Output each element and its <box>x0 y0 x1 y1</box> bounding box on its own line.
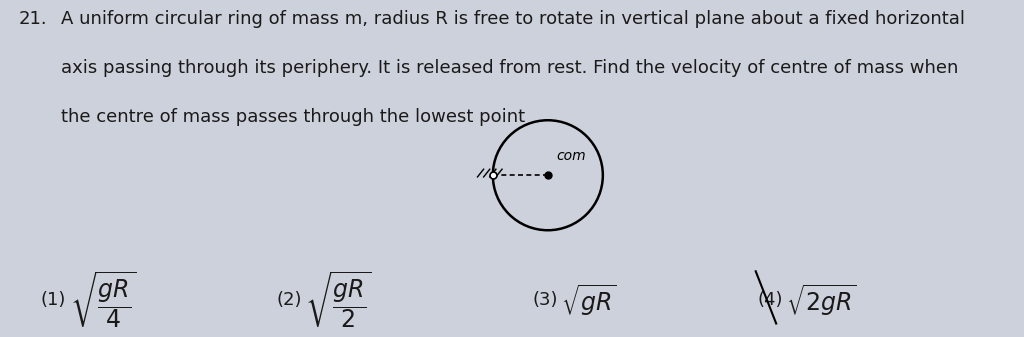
Text: axis passing through its periphery. It is released from rest. Find the velocity : axis passing through its periphery. It i… <box>61 59 958 77</box>
Text: the centre of mass passes through the lowest point: the centre of mass passes through the lo… <box>61 108 525 126</box>
Text: (3): (3) <box>532 291 558 309</box>
Text: $\sqrt{\dfrac{gR}{2}}$: $\sqrt{\dfrac{gR}{2}}$ <box>305 269 372 331</box>
Text: $\sqrt{\dfrac{gR}{4}}$: $\sqrt{\dfrac{gR}{4}}$ <box>70 269 136 331</box>
Text: com: com <box>556 149 586 163</box>
Text: (1): (1) <box>41 291 67 309</box>
Text: (4): (4) <box>758 291 783 309</box>
Text: 21.: 21. <box>18 10 47 28</box>
Text: A uniform circular ring of mass m, radius R is free to rotate in vertical plane : A uniform circular ring of mass m, radiu… <box>61 10 966 28</box>
Text: (2): (2) <box>276 291 302 309</box>
Text: $\sqrt{gR}$: $\sqrt{gR}$ <box>561 282 617 318</box>
Text: $\sqrt{2gR}$: $\sqrt{2gR}$ <box>786 282 857 318</box>
